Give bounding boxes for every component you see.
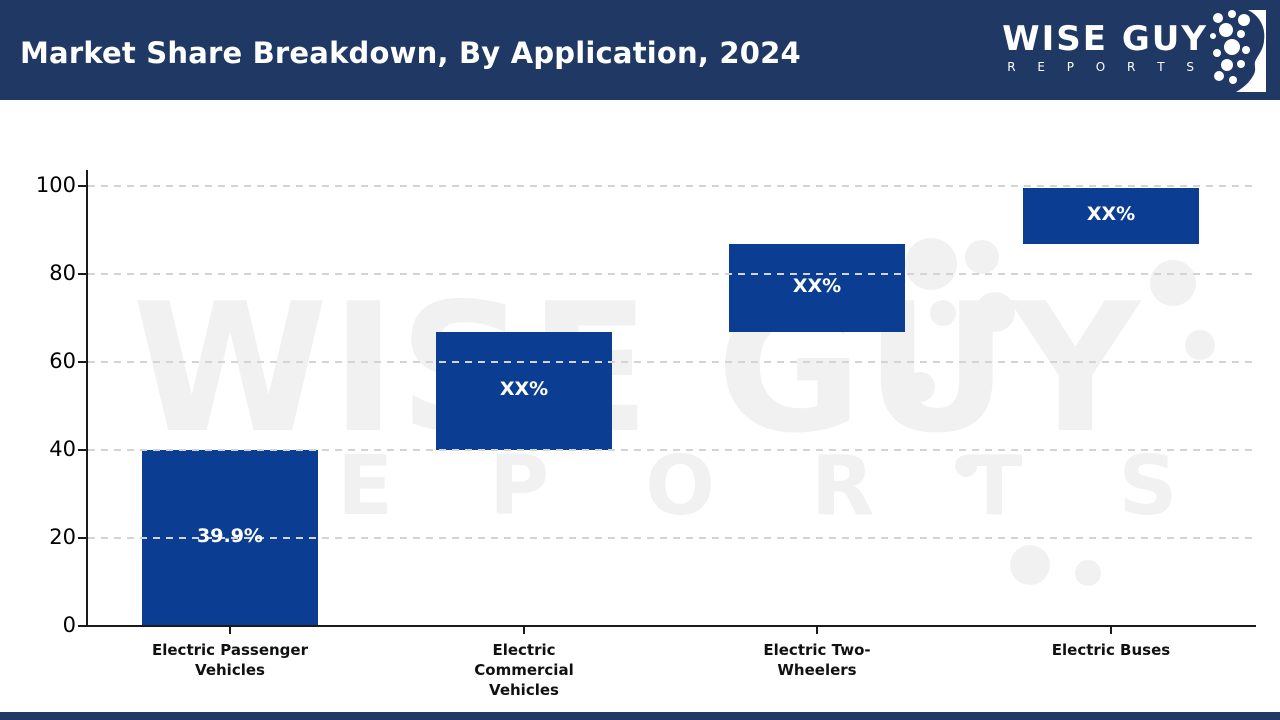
x-tick xyxy=(1110,627,1112,634)
watermark-reports: REPORTS xyxy=(178,439,1274,534)
bar-value-label: XX% xyxy=(499,378,549,401)
category-label: Electric Two- Wheelers xyxy=(763,641,871,679)
gridline xyxy=(88,185,1256,187)
category-label: Electric Commercial Vehicles xyxy=(474,641,574,699)
y-tick xyxy=(78,537,86,539)
header: Market Share Breakdown, By Application, … xyxy=(0,0,1280,100)
y-tick-label: 100 xyxy=(35,173,76,197)
gridline xyxy=(88,537,1256,539)
y-tick-label: 20 xyxy=(49,525,76,549)
bar-value-label: XX% xyxy=(792,275,842,298)
bar xyxy=(1023,188,1199,245)
category-label: Electric Buses xyxy=(1051,641,1171,659)
logo-text: WISE GUY R E P O R T S xyxy=(1002,22,1208,74)
x-tick xyxy=(523,627,525,634)
y-tick xyxy=(78,273,86,275)
gridline xyxy=(88,273,1256,275)
bar xyxy=(436,332,612,451)
x-axis xyxy=(86,625,1256,627)
wiseguy-logo: WISE GUY R E P O R T S xyxy=(1002,4,1266,96)
y-tick-label: 0 xyxy=(62,613,76,637)
y-tick xyxy=(78,361,86,363)
bar-value-label: 39.9% xyxy=(197,525,263,548)
x-tick xyxy=(816,627,818,634)
gridline xyxy=(88,361,1256,363)
x-tick xyxy=(229,627,231,634)
y-tick xyxy=(78,625,86,627)
y-axis xyxy=(86,170,88,627)
page-title: Market Share Breakdown, By Application, … xyxy=(20,36,801,70)
y-tick-label: 80 xyxy=(49,261,76,285)
bar-value-label: XX% xyxy=(1086,203,1136,226)
y-tick xyxy=(78,185,86,187)
bar xyxy=(729,244,905,333)
footer-bar xyxy=(0,712,1280,720)
gridline xyxy=(88,449,1256,451)
y-tick xyxy=(78,449,86,451)
logo-subtitle: R E P O R T S xyxy=(1007,60,1203,74)
logo-head-icon xyxy=(1210,10,1266,92)
category-label: Electric Passenger Vehicles xyxy=(151,641,308,679)
y-tick-label: 40 xyxy=(49,437,76,461)
watermark-wordmark: WISE GUY xyxy=(132,265,1142,472)
logo-wordmark: WISE GUY xyxy=(1002,19,1208,59)
y-tick-label: 60 xyxy=(49,349,76,373)
